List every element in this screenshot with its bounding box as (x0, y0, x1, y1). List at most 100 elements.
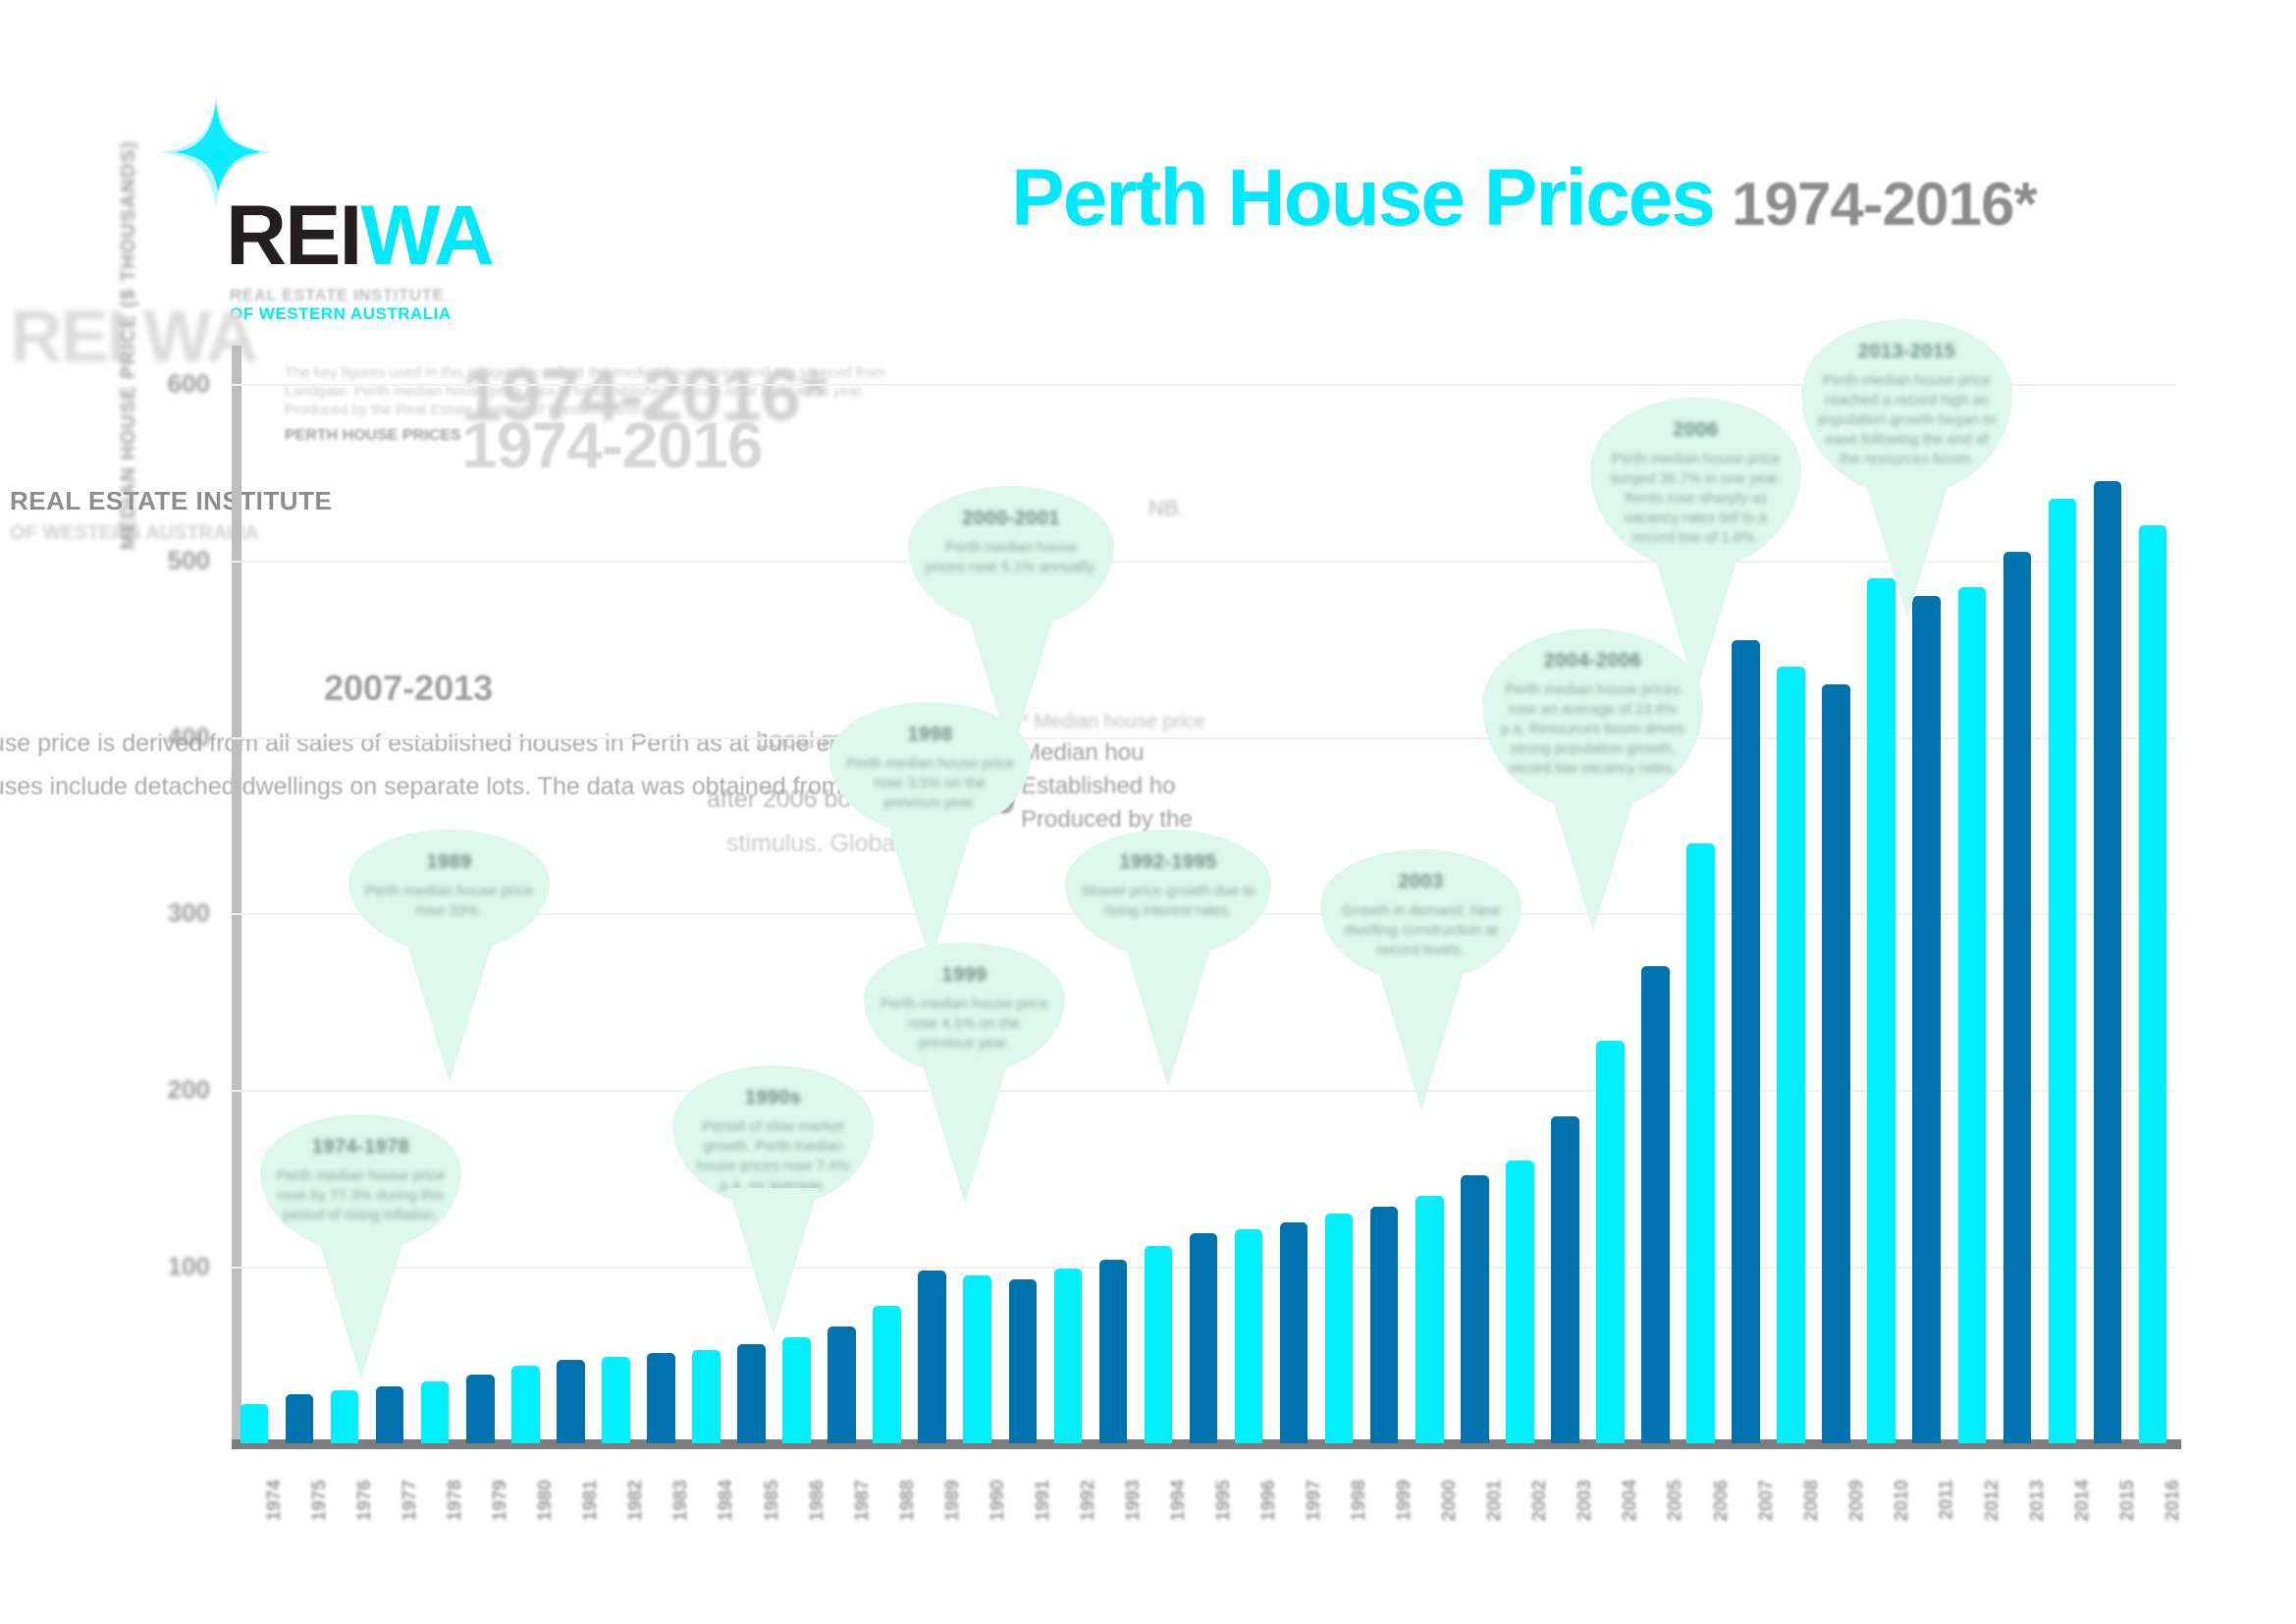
x-tick-label: 1979 (490, 1480, 511, 1522)
callout-title: 2004-2006 (1543, 650, 1642, 672)
callout-title: 2013-2015 (1857, 341, 1956, 362)
callout-1999[interactable]: 1999 Perth median house price rose 4.1% o… (864, 943, 1065, 1075)
bar-1977[interactable] (375, 1386, 404, 1443)
gridline (232, 383, 2175, 386)
callout-2006[interactable]: 2006 Perth median house price surged 36.7… (1590, 398, 1801, 569)
bar-2003[interactable] (1551, 1116, 1579, 1443)
bar-1995[interactable] (1189, 1233, 1218, 1443)
bar-2014[interactable] (2048, 498, 2077, 1443)
x-tick-label: 1987 (851, 1480, 873, 1522)
x-tick-label: 1993 (1123, 1480, 1145, 1522)
x-tick-label: 2008 (1800, 1480, 1822, 1522)
callout-2003[interactable]: 2003 Growth in demand. New dwelling const… (1320, 849, 1522, 982)
x-tick-label: 1982 (625, 1480, 647, 1522)
bar-2012[interactable] (1957, 586, 1987, 1443)
bar-1997[interactable] (1279, 1222, 1308, 1443)
bar-1988[interactable] (873, 1305, 901, 1443)
reiwa-logo[interactable]: REIWA REAL ESTATE INSTITUTE OF WESTERN A… (157, 93, 569, 323)
callout-body: Perth median house price rose by 77.3% d… (277, 1167, 445, 1223)
x-tick-label: 2015 (2117, 1480, 2139, 1522)
bar-1976[interactable] (330, 1390, 359, 1443)
bar-2010[interactable] (1867, 577, 1896, 1443)
bar-1983[interactable] (647, 1353, 675, 1443)
bar-1984[interactable] (692, 1349, 721, 1443)
y-tick-label: 300 (167, 897, 210, 928)
callout-title: 1999 (941, 964, 988, 986)
x-tick-label: 1989 (941, 1480, 963, 1522)
page-title: Perth House Prices 1974-2016* (1011, 152, 2038, 244)
ghost-note-line3: Produced by the Real Estate Institute of… (285, 402, 667, 418)
bar-1974[interactable] (240, 1404, 269, 1443)
ghost-disclaimer: ...use price is derived from all sales o… (0, 722, 1247, 808)
bar-2005[interactable] (1641, 966, 1670, 1443)
x-tick-label: 1991 (1032, 1480, 1053, 1522)
ghost-legend-produced: Produced by the (1021, 806, 1193, 833)
ghost-legend-established: Established ho (1021, 773, 1176, 799)
bar-1991[interactable] (1008, 1278, 1038, 1443)
bar-1975[interactable] (285, 1393, 314, 1443)
bar-2008[interactable] (1777, 666, 1805, 1443)
bar-1994[interactable] (1144, 1245, 1173, 1443)
bar-1998[interactable] (1324, 1214, 1354, 1443)
x-tick-label: 2002 (1529, 1480, 1551, 1522)
bar-1982[interactable] (602, 1356, 630, 1443)
callout-1974-1978[interactable]: 1974-1978 Perth median house price rose b… (260, 1114, 461, 1252)
callout-title: 1998 (907, 724, 953, 745)
logo-subtitle-institute: REAL ESTATE INSTITUTE (230, 286, 445, 304)
callout-title: 2000-2001 (962, 508, 1060, 529)
bar-2006[interactable] (1686, 842, 1715, 1443)
x-tick-label: 2003 (1575, 1480, 1596, 1522)
bar-series (232, 349, 2175, 1443)
bar-2001[interactable] (1461, 1174, 1489, 1443)
callout-1992-1995[interactable]: 1992-1995 Slower price growth due to risi… (1065, 830, 1271, 957)
bar-2011[interactable] (1912, 595, 1942, 1443)
ghost-note-box: The key figures used in this infographic… (285, 363, 1060, 481)
bar-1992[interactable] (1053, 1268, 1083, 1443)
bar-2015[interactable] (2093, 480, 2122, 1443)
bar-1979[interactable] (465, 1374, 495, 1443)
callout-1990s[interactable]: 1990s Period of slow market growth. Perth… (672, 1065, 874, 1208)
callout-1989[interactable]: 1989 Perth median house price rose 33%. (348, 830, 550, 952)
x-tick-label: 1985 (761, 1480, 782, 1522)
bar-2016[interactable] (2138, 524, 2167, 1443)
callout-body: Growth in demand. New dwelling construct… (1342, 902, 1500, 958)
bar-1996[interactable] (1234, 1229, 1263, 1443)
bar-1990[interactable] (963, 1275, 992, 1443)
x-tick-label: 2012 (1981, 1480, 2002, 1522)
star-icon (161, 97, 271, 207)
bar-2000[interactable] (1415, 1196, 1444, 1443)
callout-title: 1992-1995 (1119, 851, 1217, 873)
bar-1980[interactable] (511, 1365, 540, 1443)
bar-2007[interactable] (1732, 639, 1760, 1443)
bar-2004[interactable] (1596, 1040, 1625, 1443)
x-tick-label: 2004 (1620, 1480, 1641, 1522)
x-tick-label: 1988 (896, 1480, 918, 1522)
y-tick-label: 400 (167, 722, 210, 752)
x-tick-label: 1984 (716, 1480, 737, 1522)
bar-1981[interactable] (557, 1360, 585, 1443)
x-tick-label: 1986 (806, 1480, 828, 1522)
bar-1985[interactable] (737, 1344, 766, 1443)
page-header: REIWA REAL ESTATE INSTITUTE OF WESTERN A… (0, 0, 2296, 323)
bar-1987[interactable] (828, 1326, 856, 1443)
bar-1978[interactable] (420, 1381, 450, 1443)
x-tick-label: 1995 (1213, 1480, 1235, 1522)
bar-1989[interactable] (918, 1270, 946, 1443)
callout-body: Perth median house prices rose an averag… (1501, 681, 1684, 777)
bar-2013[interactable] (2002, 551, 2032, 1443)
x-tick-label: 2005 (1665, 1480, 1686, 1522)
bar-2002[interactable] (1506, 1161, 1534, 1443)
y-tick-label: 200 (167, 1074, 210, 1105)
callout-title: 1989 (426, 851, 472, 873)
x-tick-label: 1998 (1349, 1480, 1370, 1522)
callout-body: Perth median house price rose 4.1% on th… (881, 996, 1048, 1052)
bar-1993[interactable] (1098, 1259, 1128, 1443)
x-tick-label: 2001 (1484, 1480, 1506, 1522)
x-tick-label: 2006 (1710, 1480, 1732, 1522)
bar-2009[interactable] (1822, 683, 1850, 1443)
x-tick-label: 1990 (987, 1480, 1008, 1522)
bar-1986[interactable] (782, 1337, 811, 1443)
bar-1999[interactable] (1369, 1207, 1399, 1443)
callout-2000-2001[interactable]: 2000-2001 Perth median house prices rose … (908, 486, 1114, 628)
callout-2013-2015[interactable]: 2013-2015 Perth median house price reache… (1801, 319, 2012, 496)
